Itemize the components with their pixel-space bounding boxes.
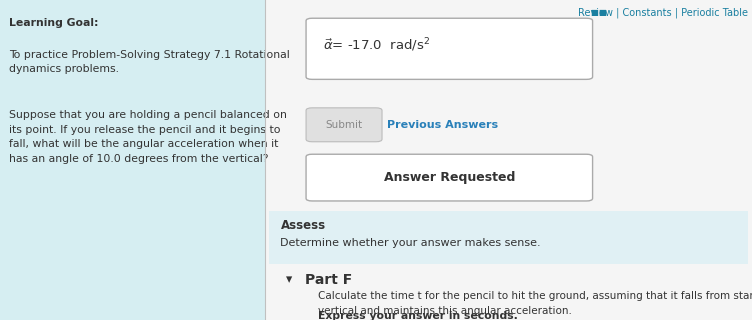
FancyBboxPatch shape [306, 108, 382, 142]
Text: Part F: Part F [305, 273, 353, 287]
Text: $\vec{\alpha}$= -17.0  rad/s$^2$: $\vec{\alpha}$= -17.0 rad/s$^2$ [323, 37, 430, 54]
FancyBboxPatch shape [306, 154, 593, 201]
Text: Review | Constants | Periodic Table: Review | Constants | Periodic Table [578, 8, 748, 19]
Text: Learning Goal:: Learning Goal: [9, 18, 99, 28]
Text: To practice Problem-Solving Strategy 7.1 Rotational
dynamics problems.: To practice Problem-Solving Strategy 7.1… [9, 50, 290, 74]
FancyBboxPatch shape [0, 0, 265, 320]
Text: Suppose that you are holding a pencil balanced on
its point. If you release the : Suppose that you are holding a pencil ba… [9, 110, 287, 164]
Text: Submit: Submit [326, 120, 362, 130]
Text: ▾: ▾ [286, 274, 292, 287]
FancyBboxPatch shape [269, 267, 752, 320]
Text: Calculate the time t for the pencil to hit the ground, assuming that it falls fr: Calculate the time t for the pencil to h… [318, 291, 752, 316]
FancyBboxPatch shape [306, 18, 593, 79]
Text: ■■: ■■ [591, 8, 609, 17]
Text: Previous Answers: Previous Answers [387, 120, 499, 130]
Text: Determine whether your answer makes sense.: Determine whether your answer makes sens… [280, 238, 541, 248]
Text: Express your answer in seconds.: Express your answer in seconds. [318, 311, 518, 320]
Text: Answer Requested: Answer Requested [384, 171, 515, 184]
Text: Assess: Assess [280, 219, 326, 232]
FancyBboxPatch shape [269, 211, 748, 264]
